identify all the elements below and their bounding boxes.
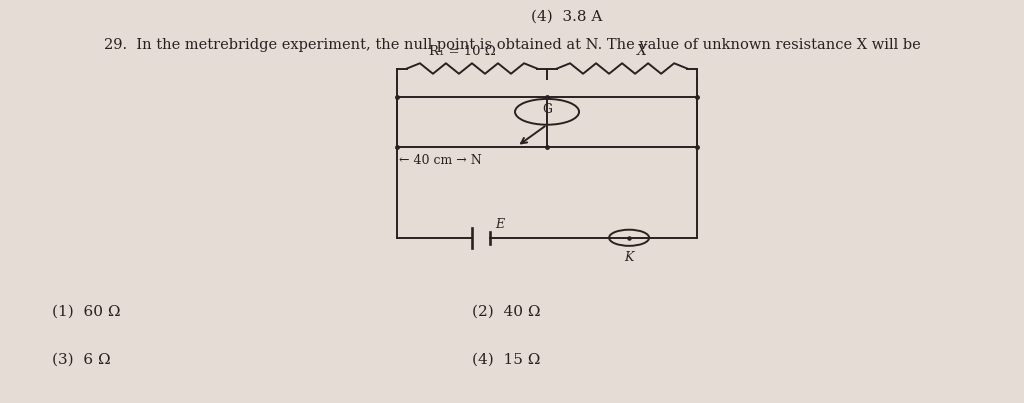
Text: G: G <box>542 103 552 116</box>
Text: (3)  6 Ω: (3) 6 Ω <box>51 353 111 367</box>
Text: (1)  60 Ω: (1) 60 Ω <box>51 304 120 318</box>
Text: (4)  3.8 A: (4) 3.8 A <box>531 10 603 24</box>
Text: 29.  In the metrebridge experiment, the null point is obtained at N. The value o: 29. In the metrebridge experiment, the n… <box>103 38 921 52</box>
Text: (4)  15 Ω: (4) 15 Ω <box>472 353 541 367</box>
Text: R₁ = 10 Ω: R₁ = 10 Ω <box>429 46 496 58</box>
Text: K: K <box>625 251 634 264</box>
Text: (2)  40 Ω: (2) 40 Ω <box>472 304 541 318</box>
Text: E: E <box>495 218 504 231</box>
Text: ← 40 cm → N: ← 40 cm → N <box>399 154 481 167</box>
Text: X: X <box>637 44 647 58</box>
